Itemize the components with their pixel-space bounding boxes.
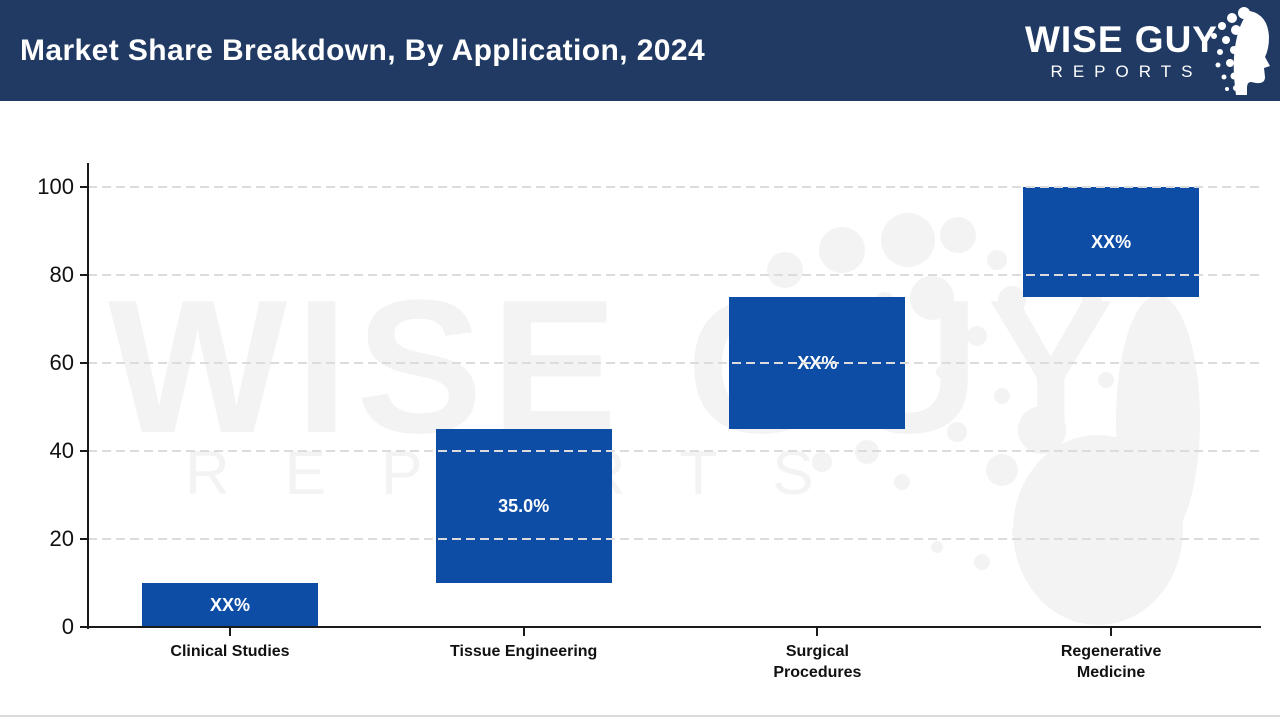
y-tick-label-40: 40 [49,438,74,463]
y-tick-label-20: 20 [49,526,74,551]
bar-value-label: XX% [209,594,251,615]
head-profile-icon [1211,6,1270,95]
page-title: Market Share Breakdown, By Application, … [20,33,706,67]
y-tick-100 [80,186,87,188]
y-tick-label-60: 60 [49,350,74,375]
x-category-label-0: Clinical Studies [170,643,290,660]
watermark-brand-text: WISE GUY [108,261,1123,473]
x-category-label-2: Surgical Procedures [773,643,862,681]
bar-regenerative-medicine: XX% [1023,187,1200,297]
y-tick-label-100: 100 [37,174,74,199]
y-tick-0 [80,626,87,628]
y-tick-label-0: 0 [61,614,74,639]
header-bar: Market Share Breakdown, By Application, … [0,0,1280,101]
x-category-label-1: Tissue Engineering [450,643,598,660]
x-axis-line [87,626,1261,628]
bar-value-label: XX% [1091,231,1132,252]
x-tick-0 [229,628,231,636]
bar-clinical-studies: XX% [142,583,318,627]
bar-value-label: 35.0% [498,495,550,516]
x-tick-2 [816,628,819,636]
gridline-y-100 [88,186,1262,188]
x-category-label-3: Regenerative Medicine [1060,643,1162,681]
y-tick-80 [80,274,87,276]
y-tick-40 [80,450,87,452]
brand-subname: REPORTS [1050,61,1203,81]
gridline-y-20 [88,538,1262,540]
brand-logo-text: WISE GUY REPORTS [1024,18,1218,82]
gridline-y-60 [88,362,1262,364]
gridline-y-80 [88,274,1262,276]
y-tick-20 [80,538,87,540]
brand-name: WISE GUY [1024,18,1218,60]
gridline-y-40 [88,450,1262,452]
bottom-divider [0,715,1280,717]
bar-tissue-engineering: 35.0% [435,429,612,583]
x-tick-1 [522,628,525,636]
x-tick-3 [1110,628,1113,636]
y-tick-label-80: 80 [49,262,74,287]
brand-logo: WISE GUY REPORTS [1025,0,1272,101]
y-axis-line [87,163,89,629]
y-tick-60 [80,362,87,364]
